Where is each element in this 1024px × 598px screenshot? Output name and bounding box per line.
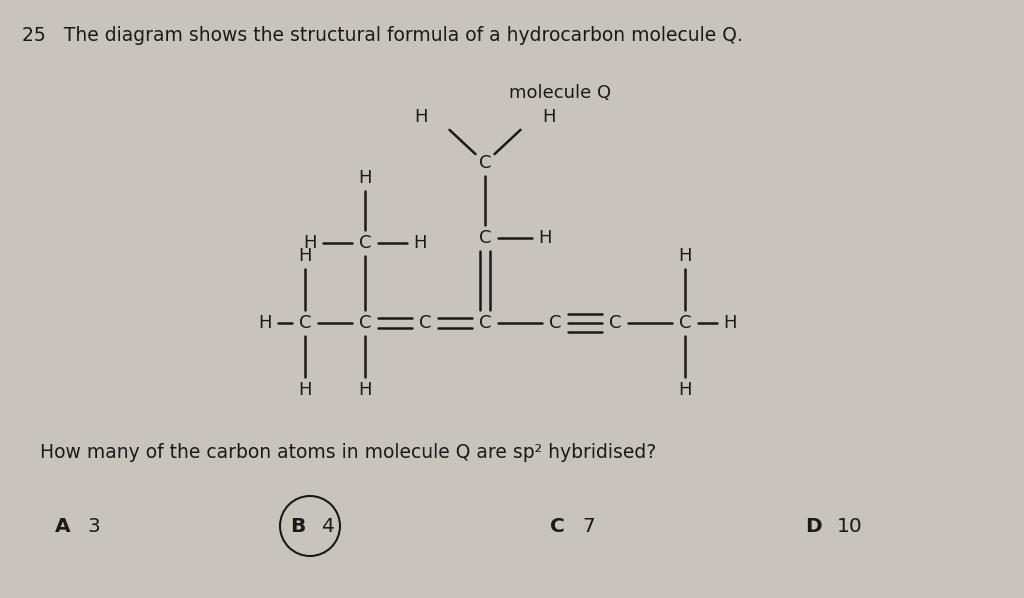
Text: How many of the carbon atoms in molecule Q are sp² hybridised?: How many of the carbon atoms in molecule… [40,444,656,462]
Text: C: C [299,314,311,332]
Text: H: H [298,381,311,399]
Text: molecule Q: molecule Q [509,84,611,102]
Text: A: A [55,517,71,535]
Text: 4: 4 [322,517,335,535]
Text: 7: 7 [582,517,595,535]
Text: H: H [678,247,692,265]
Text: B: B [290,517,305,535]
Text: 10: 10 [837,517,863,535]
Text: H: H [415,108,428,126]
Text: C: C [358,314,372,332]
Text: H: H [723,314,736,332]
Text: C: C [419,314,431,332]
Text: C: C [608,314,622,332]
Text: C: C [479,154,492,172]
Text: H: H [358,169,372,187]
Text: C: C [479,229,492,247]
Text: C: C [358,234,372,252]
Text: 3: 3 [87,517,99,535]
Text: 25   The diagram shows the structural formula of a hydrocarbon molecule Q.: 25 The diagram shows the structural form… [22,26,742,45]
Text: H: H [298,247,311,265]
Text: C: C [550,517,565,535]
Text: H: H [303,234,316,252]
Text: H: H [542,108,555,126]
Text: H: H [539,229,552,247]
Text: H: H [358,381,372,399]
Text: C: C [549,314,561,332]
Text: D: D [805,517,821,535]
Text: H: H [258,314,271,332]
Text: H: H [414,234,427,252]
Text: C: C [679,314,691,332]
Text: H: H [678,381,692,399]
Text: C: C [479,314,492,332]
